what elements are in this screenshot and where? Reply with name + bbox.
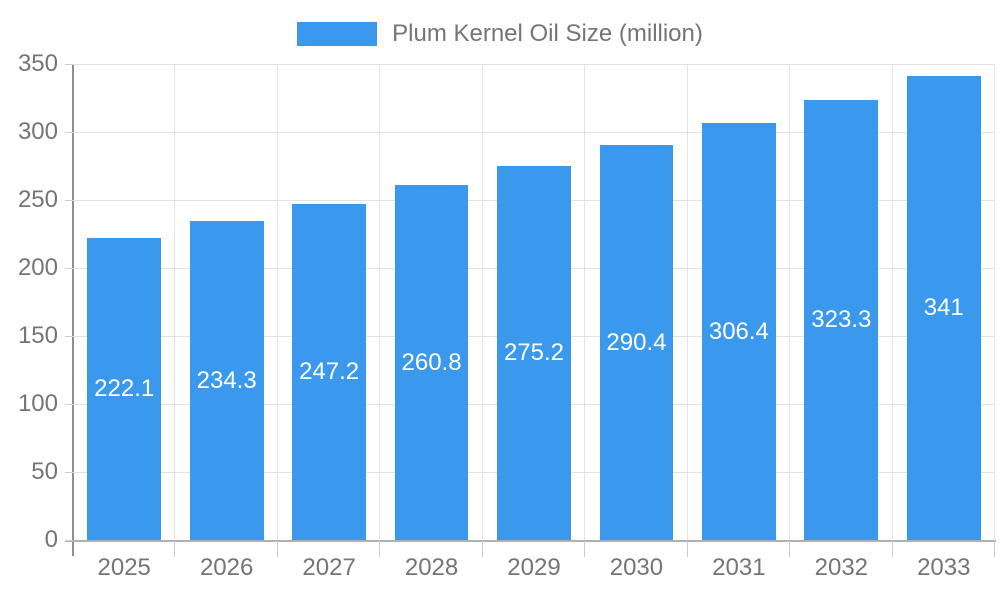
x-axis-tick-label: 2031 xyxy=(712,554,766,581)
bar[interactable] xyxy=(189,221,264,540)
x-axis-tick xyxy=(276,541,278,557)
bar-value-label: 234.3 xyxy=(196,366,257,394)
legend-label: Plum Kernel Oil Size (million) xyxy=(392,20,703,47)
legend-swatch-icon xyxy=(297,22,378,46)
x-axis-tick-label: 2025 xyxy=(97,554,151,581)
x-axis-tick xyxy=(686,541,688,557)
x-axis-line xyxy=(65,540,996,542)
vertical-gridline xyxy=(686,64,688,540)
bar-value-label: 290.4 xyxy=(606,328,667,356)
vertical-gridline xyxy=(174,64,176,540)
horizontal-gridline xyxy=(73,64,995,65)
legend[interactable]: Plum Kernel Oil Size (million) xyxy=(0,20,1000,48)
bar-value-label: 323.3 xyxy=(811,306,872,334)
bar[interactable] xyxy=(906,76,981,540)
y-axis-line xyxy=(72,64,74,556)
bar-value-label: 341 xyxy=(923,294,964,322)
y-axis-tick xyxy=(65,64,73,65)
x-axis-tick-label: 2029 xyxy=(507,554,561,581)
bar[interactable] xyxy=(292,203,366,540)
bar[interactable] xyxy=(497,165,571,540)
y-axis-tick-label: 200 xyxy=(17,254,58,281)
bar[interactable] xyxy=(599,145,674,540)
vertical-gridline xyxy=(891,64,893,540)
y-axis-tick-label: 300 xyxy=(17,118,58,145)
y-axis-tick xyxy=(65,132,73,133)
vertical-gridline xyxy=(789,64,791,540)
bar-value-label: 275.2 xyxy=(503,338,565,366)
y-axis-tick-label: 100 xyxy=(17,390,58,417)
x-axis-tick xyxy=(379,541,381,557)
x-axis-tick xyxy=(789,541,791,557)
y-axis-tick xyxy=(65,540,73,541)
x-axis-tick-label: 2030 xyxy=(609,554,664,581)
y-axis-tick xyxy=(65,404,73,405)
horizontal-gridline xyxy=(73,132,995,133)
bar-value-label: 306.4 xyxy=(708,317,769,345)
vertical-gridline xyxy=(584,64,586,540)
x-axis-tick-label: 2028 xyxy=(404,554,459,581)
vertical-gridline xyxy=(994,64,995,540)
vertical-gridline xyxy=(481,64,483,540)
bar-value-label: 260.8 xyxy=(401,348,462,376)
y-axis-tick-label: 0 xyxy=(44,526,58,553)
x-axis-tick xyxy=(174,541,176,557)
bar[interactable] xyxy=(804,100,879,540)
bar[interactable] xyxy=(394,185,469,540)
y-axis-tick xyxy=(65,472,73,473)
bar[interactable] xyxy=(702,123,776,540)
x-axis-tick-label: 2032 xyxy=(814,554,869,581)
y-axis-tick xyxy=(65,336,73,337)
vertical-gridline xyxy=(379,64,381,540)
x-axis-tick xyxy=(891,541,893,557)
y-axis-tick-label: 50 xyxy=(31,458,58,485)
bar-value-label: 222.1 xyxy=(94,374,155,402)
bar[interactable] xyxy=(87,237,162,540)
bar-value-label: 247.2 xyxy=(299,357,360,385)
y-axis-tick xyxy=(65,200,73,201)
x-axis-tick xyxy=(481,541,483,557)
y-axis-tick-label: 250 xyxy=(17,186,58,213)
x-axis-tick-label: 2027 xyxy=(302,554,356,581)
y-axis-tick-label: 350 xyxy=(17,50,58,77)
x-axis-tick xyxy=(994,541,995,557)
y-axis-tick-label: 150 xyxy=(17,322,58,349)
x-axis-tick-label: 2033 xyxy=(917,554,971,581)
plot-area: 222.1 234.3 247.2 260.8 275.2 290.4 306.4 323.3… xyxy=(73,64,995,540)
x-axis-tick xyxy=(584,541,586,557)
vertical-gridline xyxy=(276,64,278,540)
y-axis-tick xyxy=(65,268,73,269)
x-axis-tick-label: 2026 xyxy=(199,554,254,581)
